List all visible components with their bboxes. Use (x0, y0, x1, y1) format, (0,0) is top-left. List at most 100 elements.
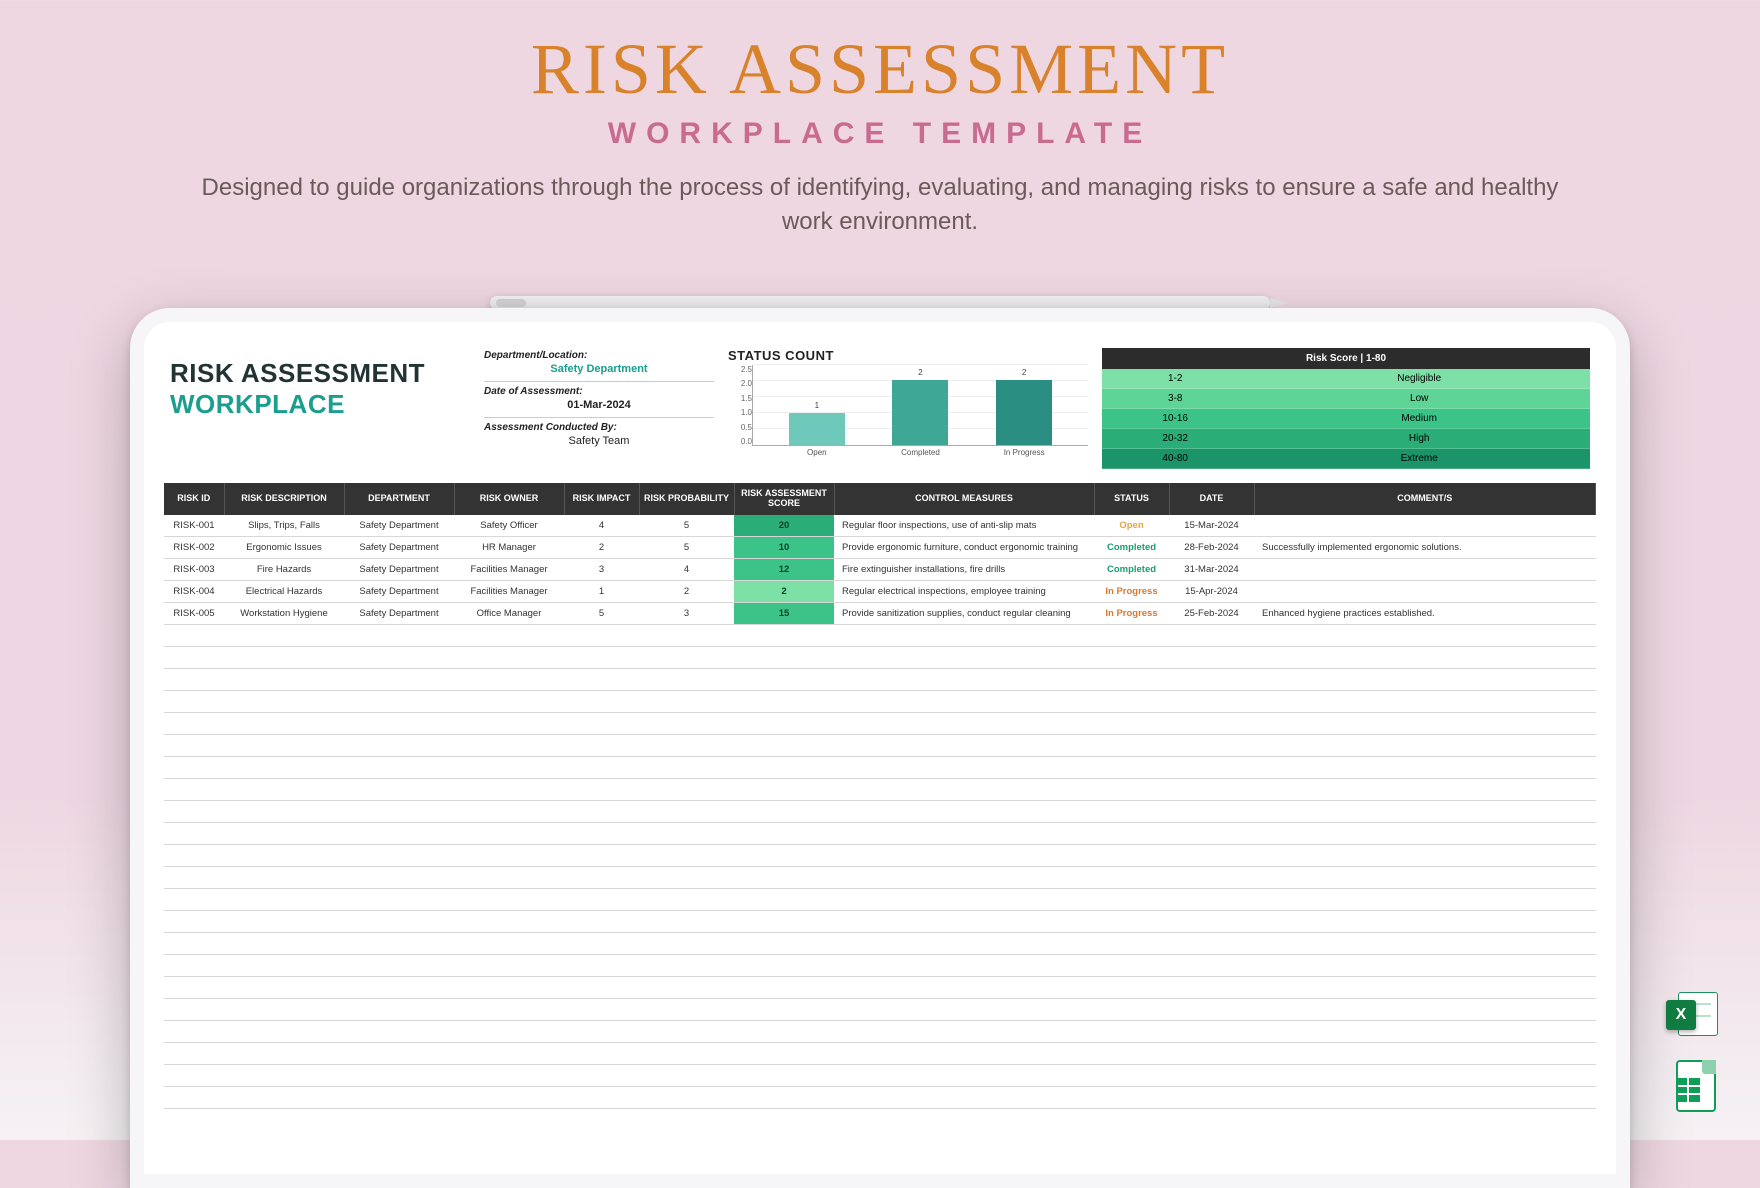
score-legend-row: 20-32High (1102, 429, 1590, 449)
table-cell: Provide ergonomic furniture, conduct erg… (834, 536, 1094, 558)
table-cell: 3 (639, 602, 734, 624)
table-cell: In Progress (1094, 602, 1169, 624)
score-range: 10-16 (1102, 409, 1248, 429)
table-row-empty (164, 932, 1596, 954)
table-row: RISK-004Electrical HazardsSafety Departm… (164, 580, 1596, 602)
table-cell: RISK-005 (164, 602, 224, 624)
chart-y-tick: 1.0 (741, 408, 752, 417)
chart-y-axis: 2.52.01.51.00.50.0 (728, 365, 752, 460)
table-cell: Enhanced hygiene practices established. (1254, 602, 1596, 624)
table-cell: RISK-001 (164, 515, 224, 537)
table-cell: Provide sanitization supplies, conduct r… (834, 602, 1094, 624)
table-cell: Safety Department (344, 515, 454, 537)
table-cell (1254, 515, 1596, 537)
table-cell: Open (1094, 515, 1169, 537)
table-cell: Fire extinguisher installations, fire dr… (834, 558, 1094, 580)
table-cell: 5 (639, 515, 734, 537)
table-row-empty (164, 756, 1596, 778)
table-cell: Safety Department (344, 536, 454, 558)
table-column-header: DEPARTMENT (344, 483, 454, 515)
page-description: Designed to guide organizations through … (180, 171, 1580, 238)
score-label: Low (1248, 389, 1590, 409)
table-row-empty (164, 1086, 1596, 1108)
table-row-empty (164, 734, 1596, 756)
table-row-empty (164, 778, 1596, 800)
table-cell: Facilities Manager (454, 558, 564, 580)
table-cell: Safety Department (344, 602, 454, 624)
table-row: RISK-001Slips, Trips, FallsSafety Depart… (164, 515, 1596, 537)
table-cell: 5 (564, 602, 639, 624)
table-row: RISK-005Workstation HygieneSafety Depart… (164, 602, 1596, 624)
table-cell: 5 (639, 536, 734, 558)
table-column-header: RISK IMPACT (564, 483, 639, 515)
score-range: 3-8 (1102, 389, 1248, 409)
chart-bar: 1Open (787, 413, 847, 445)
table-cell: 2 (734, 580, 834, 602)
score-label: Negligible (1248, 369, 1590, 389)
table-cell: 3 (564, 558, 639, 580)
meta-dept-value: Safety Department (484, 361, 714, 379)
table-header-row: RISK IDRISK DESCRIPTIONDEPARTMENTRISK OW… (164, 483, 1596, 515)
table-cell: 15-Mar-2024 (1169, 515, 1254, 537)
sheet-title-line2: WORKPLACE (170, 389, 470, 420)
table-cell: 4 (639, 558, 734, 580)
table-row-empty (164, 800, 1596, 822)
table-cell: 12 (734, 558, 834, 580)
table-row: RISK-003Fire HazardsSafety DepartmentFac… (164, 558, 1596, 580)
score-range: 40-80 (1102, 449, 1248, 469)
table-cell: Slips, Trips, Falls (224, 515, 344, 537)
table-cell: Safety Officer (454, 515, 564, 537)
table-row-empty (164, 646, 1596, 668)
meta-conducted-label: Assessment Conducted By: (484, 422, 714, 433)
score-legend-header: Risk Score | 1-80 (1102, 348, 1590, 369)
score-range: 1-2 (1102, 369, 1248, 389)
table-cell: Safety Department (344, 580, 454, 602)
table-cell: Regular electrical inspections, employee… (834, 580, 1094, 602)
table-row-empty (164, 712, 1596, 734)
table-row-empty (164, 690, 1596, 712)
score-legend-row: 1-2Negligible (1102, 369, 1590, 389)
table-cell: 31-Mar-2024 (1169, 558, 1254, 580)
risk-score-legend: Risk Score | 1-80 1-2Negligible3-8Low10-… (1102, 348, 1590, 469)
chart-y-tick: 0.0 (741, 437, 752, 446)
score-legend-row: 3-8Low (1102, 389, 1590, 409)
meta-dept-label: Department/Location: (484, 350, 714, 361)
meta-date-value: 01-Mar-2024 (484, 397, 714, 415)
table-cell: Completed (1094, 536, 1169, 558)
table-column-header: RISK ASSESSMENT SCORE (734, 483, 834, 515)
score-label: Medium (1248, 409, 1590, 429)
table-row-empty (164, 822, 1596, 844)
table-cell: 20 (734, 515, 834, 537)
table-row-empty (164, 888, 1596, 910)
meta-conducted-value: Safety Team (484, 433, 714, 451)
sheet-title-block: RISK ASSESSMENT WORKPLACE (170, 348, 470, 469)
chart-plot: 1Open2Completed2In Progress (752, 365, 1088, 446)
chart-y-tick: 1.5 (741, 394, 752, 403)
chart-bar-value: 2 (996, 368, 1052, 377)
table-column-header: RISK DESCRIPTION (224, 483, 344, 515)
table-column-header: RISK ID (164, 483, 224, 515)
table-row-empty (164, 668, 1596, 690)
table-cell (1254, 580, 1596, 602)
table-cell: 25-Feb-2024 (1169, 602, 1254, 624)
table-row-empty (164, 624, 1596, 646)
excel-icon: X (1666, 988, 1718, 1040)
score-legend-row: 40-80Extreme (1102, 449, 1590, 469)
table-cell: RISK-004 (164, 580, 224, 602)
meta-block: Department/Location: Safety Department D… (484, 348, 714, 469)
table-cell: 2 (564, 536, 639, 558)
table-row-empty (164, 1064, 1596, 1086)
table-column-header: COMMENT/S (1254, 483, 1596, 515)
risk-table: RISK IDRISK DESCRIPTIONDEPARTMENTRISK OW… (164, 483, 1596, 1109)
table-cell (1254, 558, 1596, 580)
tablet-device: RISK ASSESSMENT WORKPLACE Department/Loc… (130, 308, 1630, 1188)
table-column-header: RISK OWNER (454, 483, 564, 515)
table-cell: 28-Feb-2024 (1169, 536, 1254, 558)
chart-y-tick: 2.0 (741, 379, 752, 388)
table-cell: 10 (734, 536, 834, 558)
table-cell: 15 (734, 602, 834, 624)
table-cell: 15-Apr-2024 (1169, 580, 1254, 602)
table-cell: Completed (1094, 558, 1169, 580)
table-row: RISK-002Ergonomic IssuesSafety Departmen… (164, 536, 1596, 558)
table-cell: RISK-002 (164, 536, 224, 558)
